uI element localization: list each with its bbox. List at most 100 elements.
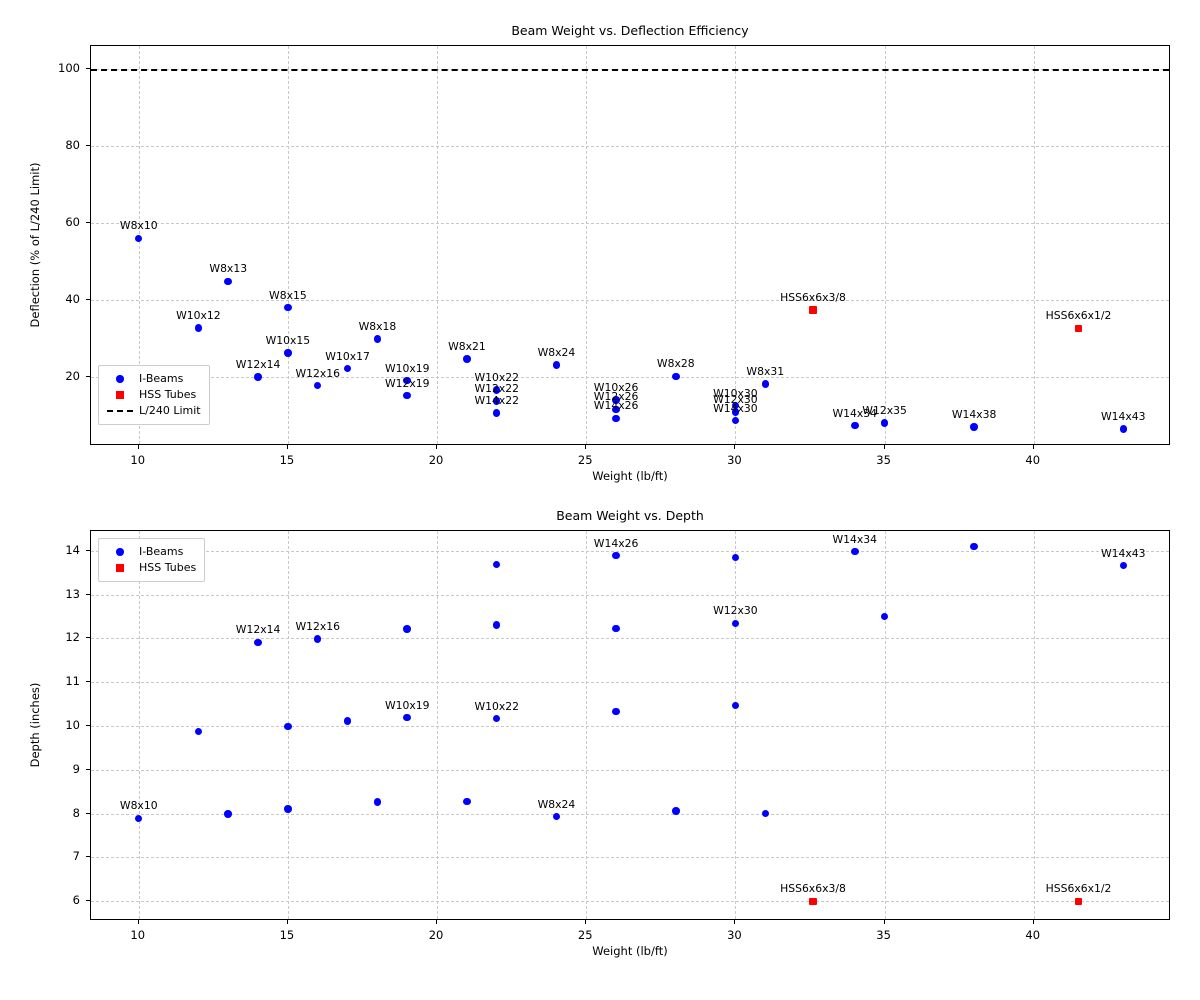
y-tick-label: 10 <box>65 718 80 732</box>
x-tick-mark <box>883 445 885 449</box>
data-point <box>284 349 292 357</box>
data-point <box>731 408 740 416</box>
data-point <box>612 396 620 404</box>
legend-item-ibeams: I-Beams <box>105 371 201 387</box>
x-tick-mark <box>734 920 736 924</box>
gridline-vertical <box>735 46 737 444</box>
data-point <box>492 409 501 417</box>
y-tick-label: 6 <box>72 893 80 908</box>
x-tick-mark <box>137 920 139 924</box>
data-point <box>1074 897 1083 906</box>
y-tick-mark <box>86 725 90 726</box>
data-point-label: W12x16 <box>295 366 341 380</box>
data-point <box>552 812 561 821</box>
x-tick-mark <box>1032 920 1034 924</box>
y-tick-label: 7 <box>72 849 80 864</box>
data-point-label: W8x24 <box>537 797 576 811</box>
x-tick-mark <box>883 920 885 924</box>
gridline-horizontal <box>91 726 1169 727</box>
y-tick-label: 12 <box>65 630 80 645</box>
data-point-label: W14x34 <box>832 406 878 420</box>
data-point <box>403 376 411 385</box>
data-point <box>254 373 262 381</box>
x-tick-label: 10 <box>130 928 146 942</box>
data-point <box>134 814 143 823</box>
x-tick-label: 10 <box>130 453 146 467</box>
y-tick-mark <box>86 900 90 902</box>
x-tick-mark <box>585 445 587 449</box>
gridline-horizontal <box>91 813 1169 815</box>
y-tick-label: 14 <box>65 542 80 557</box>
data-point <box>851 421 859 430</box>
data-point <box>809 897 817 906</box>
data-point <box>731 401 740 410</box>
data-point <box>612 551 620 560</box>
y-tick-mark <box>86 221 90 223</box>
gridline-vertical <box>884 531 886 919</box>
data-point <box>672 807 680 815</box>
data-point-label: HSS6x6x3/8 <box>780 882 846 896</box>
y-tick-label: 9 <box>72 761 80 776</box>
gridline-vertical <box>735 531 737 919</box>
data-point <box>284 303 292 312</box>
gridline-vertical <box>1033 531 1035 919</box>
gridline-horizontal <box>91 638 1169 640</box>
legend-label: I-Beams <box>139 372 184 386</box>
y-tick-mark <box>86 593 90 595</box>
data-point <box>194 324 203 332</box>
data-point <box>373 798 382 806</box>
y-axis-label-deflection: Deflection (% of L/240 Limit) <box>28 162 42 328</box>
data-point <box>761 809 769 818</box>
data-point <box>731 701 740 710</box>
x-tick-mark <box>734 445 736 449</box>
data-point <box>761 380 769 388</box>
data-point <box>134 234 143 243</box>
data-point <box>194 727 203 736</box>
data-point-label: W10x22 <box>474 699 520 713</box>
legend-item-ibeams: I-Beams <box>105 544 196 560</box>
data-point <box>1119 561 1127 570</box>
y-tick-mark <box>86 812 90 814</box>
data-point <box>492 397 501 405</box>
data-point <box>284 722 292 731</box>
data-point <box>612 405 620 414</box>
x-tick-label: 40 <box>1025 928 1041 942</box>
dashed-line-icon <box>105 410 135 412</box>
y-tick-mark <box>86 681 90 683</box>
y-tick-label: 80 <box>65 138 80 152</box>
data-point-label: W10x19 <box>384 361 430 375</box>
gridline-horizontal <box>91 857 1169 859</box>
data-point-label: W8x24 <box>537 346 576 360</box>
data-point-label: W14x26 <box>593 536 639 550</box>
depth-plot-area: W8x10 W12x14 W12x16 W10x19 W10x22 W8x24 W14x26… <box>90 530 1170 920</box>
legend-label: L/240 Limit <box>139 404 201 418</box>
deflection-chart-panel: Beam Weight vs. Deflection Efficiency W8… <box>28 23 1170 483</box>
gridline-vertical <box>138 531 140 919</box>
data-point-label: W10x26 <box>593 381 639 395</box>
data-point-label: W14x38 <box>951 408 997 422</box>
gridline-vertical <box>437 46 439 444</box>
chart-title-depth: Beam Weight vs. Depth <box>556 508 704 523</box>
data-point-label: W12x30 <box>713 604 758 618</box>
data-point <box>492 386 501 394</box>
data-point-label: HSS6x6x1/2 <box>1045 882 1112 896</box>
gridline-horizontal <box>91 901 1169 903</box>
x-tick-label: 35 <box>876 453 891 467</box>
x-tick-label: 20 <box>428 453 444 467</box>
data-point <box>612 414 620 423</box>
y-tick-label: 13 <box>65 586 80 601</box>
data-point-label: W12x14 <box>235 357 281 371</box>
x-axis-label-deflection: Weight (lb/ft) <box>592 469 668 483</box>
x-tick-mark <box>436 445 438 449</box>
y-tick-label: 20 <box>65 368 80 383</box>
gridline-vertical <box>586 531 588 919</box>
y-tick-mark <box>86 549 90 551</box>
y-tick-label: 100 <box>58 61 80 76</box>
data-point-label: W10x12 <box>176 308 221 322</box>
data-point-label: W12x14 <box>235 623 281 637</box>
gridline-vertical <box>437 531 439 919</box>
square-marker-icon <box>105 391 135 399</box>
data-point <box>552 361 561 369</box>
data-point-label: W8x10 <box>119 219 158 233</box>
gridline-horizontal <box>91 550 1169 552</box>
